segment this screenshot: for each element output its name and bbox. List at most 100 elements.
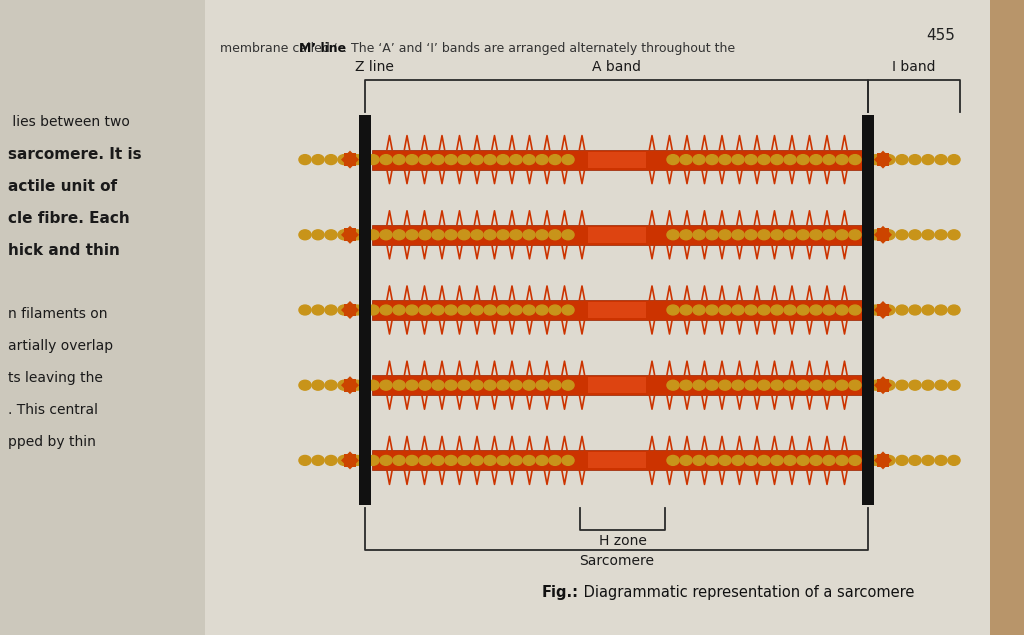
- Ellipse shape: [351, 455, 364, 465]
- Ellipse shape: [380, 305, 392, 315]
- Text: actile unit of: actile unit of: [8, 179, 117, 194]
- Ellipse shape: [497, 305, 509, 315]
- Ellipse shape: [667, 380, 679, 390]
- Ellipse shape: [351, 305, 364, 315]
- Ellipse shape: [338, 455, 350, 465]
- Ellipse shape: [849, 305, 861, 315]
- Text: Sarcomere: Sarcomere: [579, 554, 654, 568]
- Ellipse shape: [909, 155, 921, 164]
- Ellipse shape: [922, 230, 934, 240]
- Ellipse shape: [325, 380, 337, 390]
- Ellipse shape: [680, 455, 692, 465]
- Bar: [990, 0, 1024, 635]
- Ellipse shape: [744, 155, 757, 164]
- Ellipse shape: [406, 305, 418, 315]
- Ellipse shape: [719, 380, 731, 390]
- Ellipse shape: [419, 455, 431, 465]
- Ellipse shape: [693, 305, 706, 315]
- Ellipse shape: [693, 230, 706, 240]
- Ellipse shape: [797, 155, 809, 164]
- Ellipse shape: [406, 455, 418, 465]
- Ellipse shape: [693, 155, 706, 164]
- Ellipse shape: [367, 305, 379, 315]
- Ellipse shape: [432, 230, 444, 240]
- Text: 455: 455: [926, 28, 955, 43]
- Ellipse shape: [771, 380, 783, 390]
- Ellipse shape: [922, 380, 934, 390]
- Ellipse shape: [299, 380, 311, 390]
- Ellipse shape: [351, 230, 364, 240]
- Ellipse shape: [367, 455, 379, 465]
- Ellipse shape: [458, 230, 470, 240]
- Ellipse shape: [719, 230, 731, 240]
- Ellipse shape: [432, 380, 444, 390]
- Ellipse shape: [667, 455, 679, 465]
- Ellipse shape: [393, 455, 406, 465]
- Ellipse shape: [706, 155, 718, 164]
- Ellipse shape: [523, 455, 536, 465]
- Ellipse shape: [784, 155, 796, 164]
- Ellipse shape: [706, 230, 718, 240]
- Ellipse shape: [536, 455, 548, 465]
- Ellipse shape: [870, 230, 882, 240]
- Ellipse shape: [458, 155, 470, 164]
- Ellipse shape: [771, 155, 783, 164]
- Ellipse shape: [367, 380, 379, 390]
- Bar: [588, 377, 646, 393]
- Ellipse shape: [758, 305, 770, 315]
- Ellipse shape: [299, 455, 311, 465]
- Ellipse shape: [680, 230, 692, 240]
- Ellipse shape: [849, 380, 861, 390]
- Ellipse shape: [948, 155, 961, 164]
- Ellipse shape: [471, 380, 483, 390]
- Ellipse shape: [549, 155, 561, 164]
- Ellipse shape: [497, 380, 509, 390]
- Text: Z line: Z line: [355, 60, 394, 74]
- Ellipse shape: [419, 155, 431, 164]
- Ellipse shape: [784, 230, 796, 240]
- Ellipse shape: [693, 455, 706, 465]
- Ellipse shape: [393, 380, 406, 390]
- Ellipse shape: [849, 455, 861, 465]
- Ellipse shape: [523, 155, 536, 164]
- Ellipse shape: [909, 305, 921, 315]
- Ellipse shape: [299, 230, 311, 240]
- Bar: [588, 227, 646, 243]
- Ellipse shape: [432, 305, 444, 315]
- Ellipse shape: [935, 155, 947, 164]
- Ellipse shape: [536, 380, 548, 390]
- Ellipse shape: [883, 380, 895, 390]
- Ellipse shape: [948, 380, 961, 390]
- Bar: [588, 302, 646, 318]
- Ellipse shape: [758, 380, 770, 390]
- Ellipse shape: [484, 380, 496, 390]
- Ellipse shape: [312, 155, 324, 164]
- Bar: [588, 452, 646, 469]
- Ellipse shape: [883, 230, 895, 240]
- Ellipse shape: [744, 230, 757, 240]
- Ellipse shape: [784, 455, 796, 465]
- Ellipse shape: [471, 155, 483, 164]
- Ellipse shape: [419, 230, 431, 240]
- Ellipse shape: [351, 380, 364, 390]
- Ellipse shape: [497, 455, 509, 465]
- Ellipse shape: [536, 155, 548, 164]
- Ellipse shape: [680, 155, 692, 164]
- Text: n filaments on: n filaments on: [8, 307, 108, 321]
- Ellipse shape: [870, 155, 882, 164]
- Ellipse shape: [948, 455, 961, 465]
- Ellipse shape: [523, 305, 536, 315]
- Ellipse shape: [667, 305, 679, 315]
- Ellipse shape: [719, 155, 731, 164]
- Text: pped by thin: pped by thin: [8, 435, 96, 449]
- Text: . This central: . This central: [8, 403, 98, 417]
- Ellipse shape: [562, 230, 574, 240]
- Ellipse shape: [719, 305, 731, 315]
- Ellipse shape: [510, 230, 522, 240]
- Ellipse shape: [810, 230, 822, 240]
- Ellipse shape: [562, 380, 574, 390]
- Ellipse shape: [732, 380, 744, 390]
- Ellipse shape: [432, 455, 444, 465]
- Ellipse shape: [299, 155, 311, 164]
- Ellipse shape: [836, 380, 848, 390]
